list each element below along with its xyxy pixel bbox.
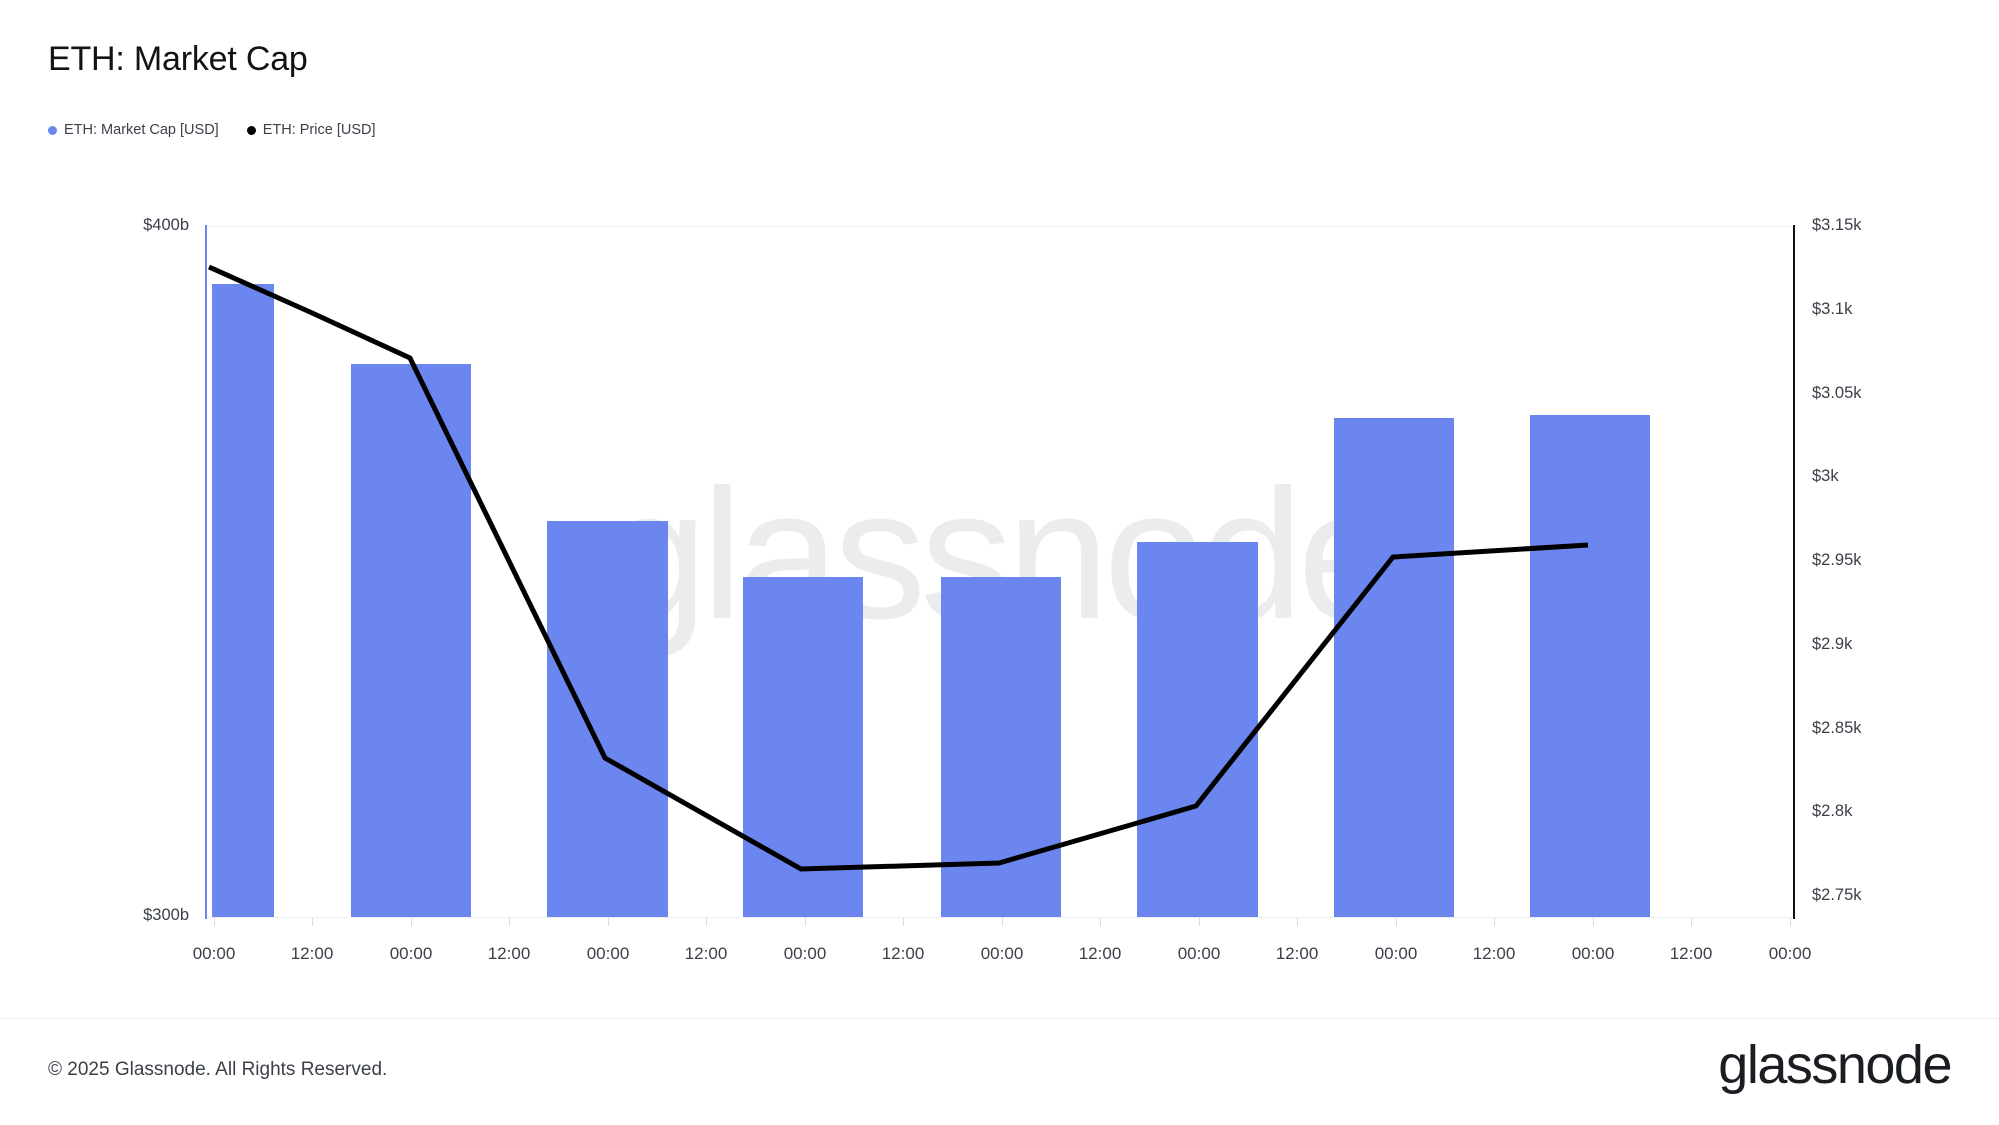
y-axis-right-tick-label: $2.8k <box>1812 802 1853 820</box>
bar-market-cap[interactable] <box>351 364 471 917</box>
footer-divider <box>0 1018 1999 1019</box>
y-axis-right-spine <box>1793 225 1795 919</box>
bar-market-cap[interactable] <box>1137 542 1258 917</box>
y-axis-right-tick-label: $3.1k <box>1812 300 1853 318</box>
x-axis-tick-mark <box>1002 917 1003 926</box>
x-axis-tick-label: 00:00 <box>389 944 433 963</box>
x-axis-tick-label: 12:00 <box>1669 944 1713 963</box>
legend-marker-dot-icon <box>246 125 256 135</box>
x-axis-tick-mark <box>903 917 904 926</box>
x-axis-tick-mark <box>805 917 806 926</box>
y-axis-right-tick-label: $2.85k <box>1812 719 1862 737</box>
y-axis-right-tick-label: $3k <box>1812 467 1839 485</box>
y-axis-left-spine <box>205 225 207 919</box>
legend-item-price[interactable]: ETH: Price [USD] <box>246 122 376 138</box>
chart-legend: ETH: Market Cap [USD] ETH: Price [USD] <box>48 122 376 138</box>
x-axis-tick-label: 00:00 <box>1571 944 1615 963</box>
bar-market-cap[interactable] <box>1530 415 1650 917</box>
legend-marker-dot-icon <box>48 125 57 135</box>
footer-copyright: © 2025 Glassnode. All Rights Reserved. <box>48 1059 388 1080</box>
legend-item-label: ETH: Price [USD] <box>262 122 376 138</box>
x-axis-tick-mark <box>214 917 215 926</box>
legend-item-market-cap[interactable]: ETH: Market Cap [USD] <box>48 122 219 138</box>
y-axis-right-tick-label: $2.9k <box>1812 635 1853 653</box>
bar-market-cap[interactable] <box>743 577 863 917</box>
x-axis-tick-label: 12:00 <box>1472 944 1516 963</box>
y-axis-left-tick-label: $300b <box>143 906 189 924</box>
gridline-bottom <box>205 917 1794 918</box>
x-axis-tick-mark <box>1297 917 1298 926</box>
x-axis-tick-label: 00:00 <box>192 944 236 963</box>
x-axis-tick-mark <box>1100 917 1101 926</box>
x-axis-tick-mark <box>1593 917 1594 926</box>
x-axis-tick-label: 00:00 <box>1768 944 1812 963</box>
x-axis-tick-mark <box>1790 917 1791 926</box>
footer-brand-logo: glassnode <box>1718 1035 1952 1095</box>
x-axis-tick-label: 00:00 <box>783 944 827 963</box>
x-axis-tick-label: 00:00 <box>1374 944 1418 963</box>
y-axis-right-tick-label: $2.75k <box>1812 886 1862 904</box>
bar-market-cap[interactable] <box>547 521 668 917</box>
y-axis-left-tick-label: $400b <box>143 216 189 234</box>
x-axis-tick-mark <box>411 917 412 926</box>
y-axis-right-tick-label: $3.15k <box>1812 216 1862 234</box>
x-axis-tick-label: 12:00 <box>487 944 531 963</box>
bar-market-cap[interactable] <box>212 284 274 917</box>
x-axis-tick-label: 00:00 <box>586 944 630 963</box>
x-axis-tick-label: 12:00 <box>1275 944 1319 963</box>
x-axis-tick-mark <box>1199 917 1200 926</box>
bar-market-cap[interactable] <box>1334 418 1454 917</box>
x-axis-tick-label: 12:00 <box>881 944 925 963</box>
x-axis-tick-mark <box>608 917 609 926</box>
x-axis-tick-mark <box>706 917 707 926</box>
x-axis-tick-label: 00:00 <box>980 944 1024 963</box>
legend-item-label: ETH: Market Cap [USD] <box>64 122 219 138</box>
x-axis-tick-label: 00:00 <box>1177 944 1221 963</box>
page-title: ETH: Market Cap <box>48 40 308 78</box>
bar-market-cap[interactable] <box>941 577 1061 917</box>
y-axis-right-tick-label: $3.05k <box>1812 384 1862 402</box>
x-axis-tick-mark <box>1494 917 1495 926</box>
gridline-top <box>205 226 1794 227</box>
x-axis-tick-mark <box>509 917 510 926</box>
x-axis-tick-label: 12:00 <box>290 944 334 963</box>
x-axis-tick-mark <box>312 917 313 926</box>
x-axis-tick-label: 12:00 <box>1078 944 1122 963</box>
y-axis-right-tick-label: $2.95k <box>1812 551 1862 569</box>
x-axis-tick-mark <box>1691 917 1692 926</box>
x-axis-tick-label: 12:00 <box>684 944 728 963</box>
x-axis-tick-mark <box>1396 917 1397 926</box>
